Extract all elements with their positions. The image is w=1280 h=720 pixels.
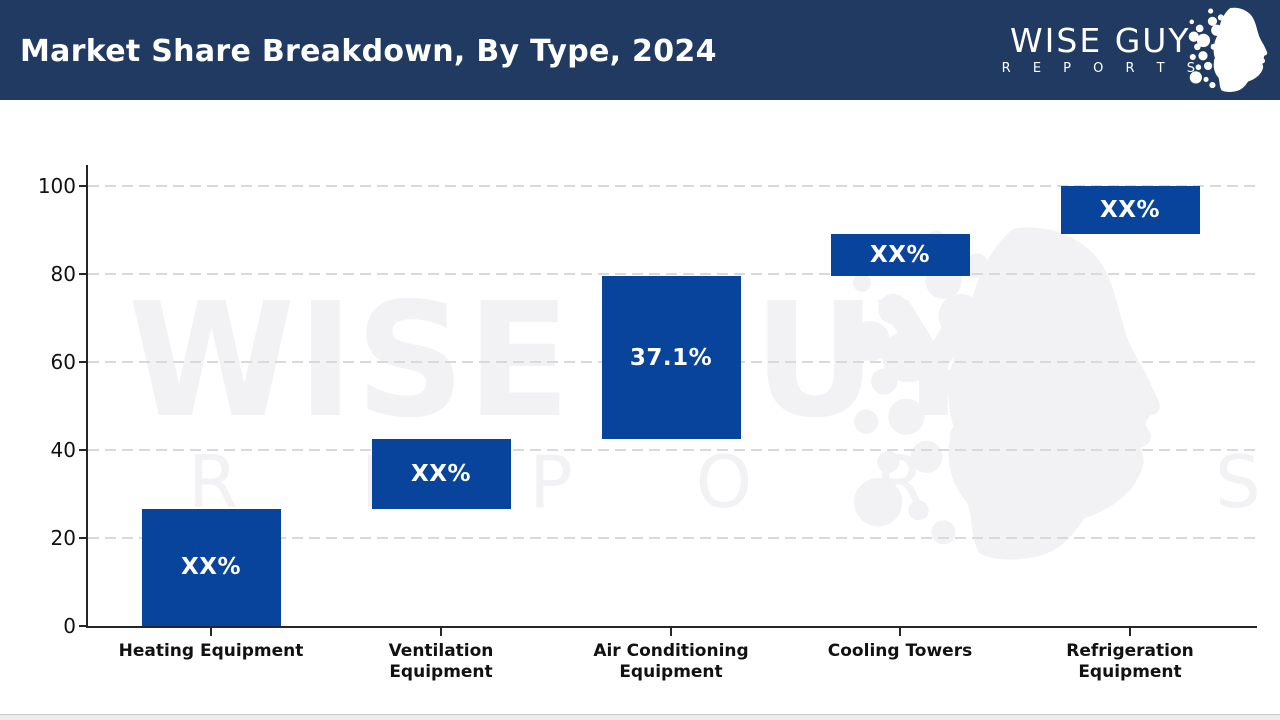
bar-air-conditioning-equipment: 37.1% [601, 276, 741, 440]
bar-value-label: XX% [1099, 196, 1160, 223]
x-axis-tick-mark [670, 628, 672, 636]
wise-guy-logo: WISE GUY R E P O R T S [997, 5, 1270, 95]
x-axis-category-label: Ventilation Equipment [388, 641, 494, 682]
y-axis-tick-mark [79, 185, 86, 187]
page-title: Market Share Breakdown, By Type, 2024 [20, 34, 717, 69]
header-bar: Market Share Breakdown, By Type, 2024 WI… [0, 0, 1280, 100]
bar-value-label: 37.1% [629, 344, 713, 371]
x-axis-category-label: Refrigeration Equipment [1066, 641, 1194, 682]
y-axis-tick-label: 80 [50, 262, 76, 286]
bar-refrigeration-equipment: XX% [1060, 186, 1200, 234]
x-axis-category-label: Heating Equipment [118, 641, 304, 661]
x-axis-category-label: Cooling Towers [827, 641, 973, 661]
x-axis-tick-mark [440, 628, 442, 636]
bar-cooling-towers: XX% [830, 233, 970, 277]
gridline-40 [88, 449, 1255, 451]
x-axis-line [86, 626, 1257, 628]
y-axis-line [86, 165, 88, 628]
x-axis-tick-mark [899, 628, 901, 636]
y-axis-tick-label: 0 [63, 614, 76, 638]
y-axis-tick-mark [79, 537, 86, 539]
bar-ventilation-equipment: XX% [371, 439, 511, 509]
bar-value-label: XX% [410, 461, 471, 488]
y-axis-tick-mark [79, 625, 86, 627]
y-axis-tick-label: 60 [50, 350, 76, 374]
x-axis-tick-mark [210, 628, 212, 636]
bar-heating-equipment: XX% [141, 508, 281, 626]
logo-wordmark: WISE GUY [1010, 20, 1191, 60]
footer-strip [0, 714, 1280, 720]
logo-subtitle: R E P O R T S [1001, 61, 1204, 77]
gridline-20 [88, 537, 1255, 539]
gridline-100 [88, 185, 1255, 187]
y-axis-tick-label: 100 [37, 174, 76, 198]
y-axis-tick-mark [79, 273, 86, 275]
bar-value-label: XX% [180, 554, 241, 581]
watermark-head-dots-icon [850, 227, 1160, 560]
y-axis-tick-mark [79, 361, 86, 363]
head-dots-icon [1188, 7, 1268, 92]
y-axis-tick-label: 20 [50, 526, 76, 550]
x-axis-category-label: Air Conditioning Equipment [593, 641, 749, 682]
bar-value-label: XX% [869, 241, 930, 268]
logo-text: WISE GUY R E P O R T S [997, 20, 1204, 77]
y-axis-tick-mark [79, 449, 86, 451]
gridline-80 [88, 273, 1255, 275]
x-axis-tick-mark [1129, 628, 1131, 636]
y-axis-tick-label: 40 [50, 438, 76, 462]
